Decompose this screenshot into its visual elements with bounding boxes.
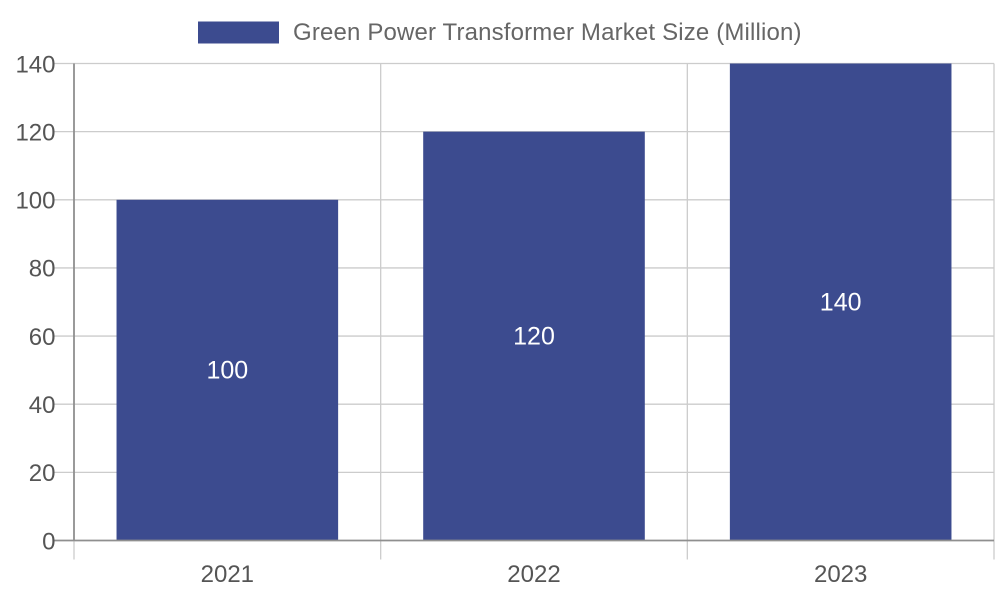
svg-text:140: 140	[15, 51, 55, 78]
svg-text:80: 80	[29, 256, 56, 283]
svg-text:120: 120	[15, 119, 55, 146]
svg-text:60: 60	[29, 324, 56, 351]
svg-text:2023: 2023	[814, 561, 867, 588]
svg-text:100: 100	[15, 188, 55, 215]
svg-text:2022: 2022	[507, 561, 560, 588]
svg-text:0: 0	[42, 528, 55, 555]
svg-text:40: 40	[29, 392, 56, 419]
svg-text:120: 120	[513, 323, 555, 351]
svg-text:20: 20	[29, 460, 56, 487]
svg-text:140: 140	[820, 289, 862, 317]
svg-text:Green Power Transformer Market: Green Power Transformer Market Size (Mil…	[293, 19, 802, 46]
svg-text:2021: 2021	[201, 561, 254, 588]
svg-text:100: 100	[206, 357, 248, 385]
